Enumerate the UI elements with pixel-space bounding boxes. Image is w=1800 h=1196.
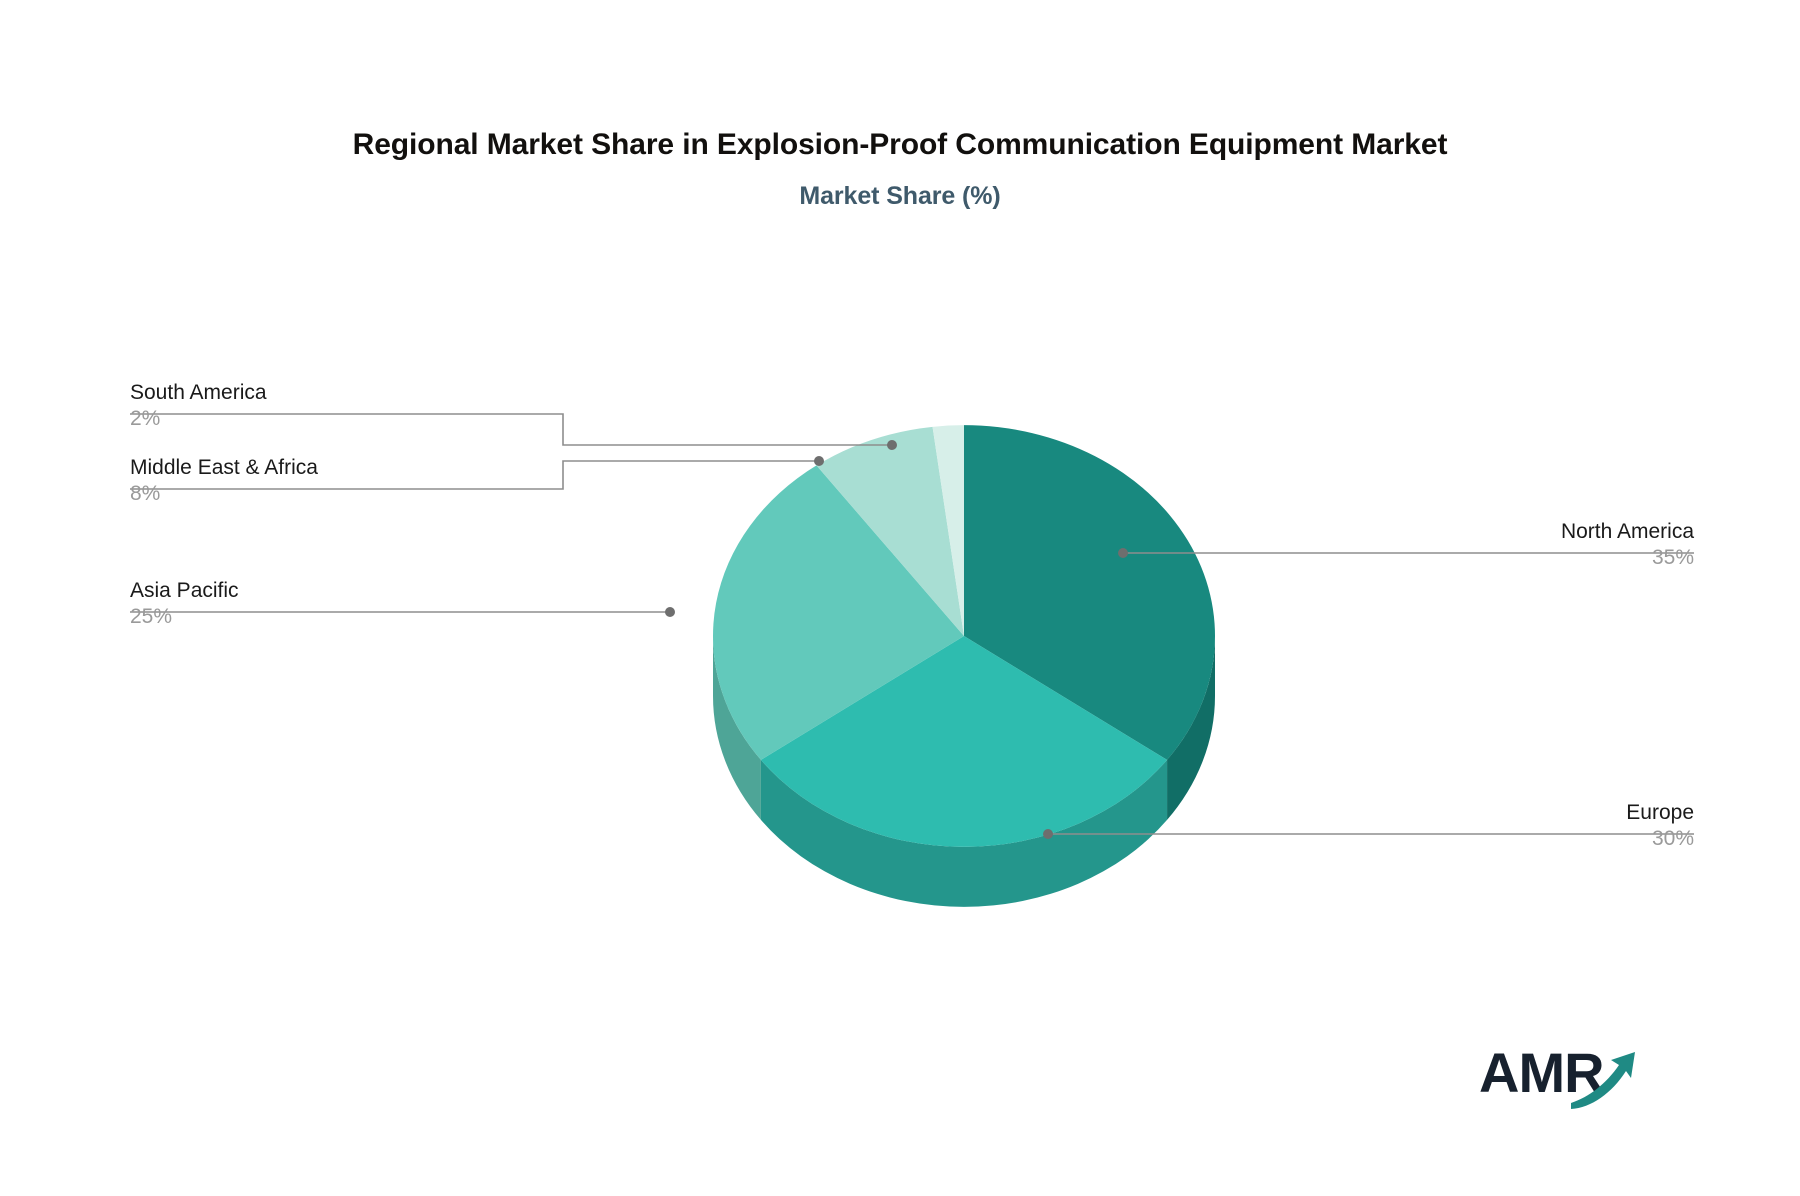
label-europe: Europe 30% (1626, 800, 1694, 852)
chart-title: Regional Market Share in Explosion-Proof… (352, 128, 1448, 161)
slice-side-europe (760, 759, 1168, 907)
slice-asia-pacific (712, 465, 964, 760)
slice-middle-east-africa (816, 426, 964, 636)
label-south-america: South America 2% (130, 380, 267, 432)
leader-dot-south-america (887, 440, 897, 450)
pie-3d-sides (713, 636, 1215, 907)
growth-arrow-icon (1571, 1052, 1635, 1109)
leader-line-middle-east-africa (130, 460, 819, 490)
label-north-america-name: North America (1560, 520, 1694, 543)
label-europe-value: 30% (1651, 827, 1694, 850)
leader-dot-europe (1043, 829, 1053, 839)
leader-dot-north-america (1118, 548, 1128, 558)
label-asia-pacific-name: Asia Pacific (130, 579, 239, 602)
pie-top-faces (712, 425, 1215, 847)
label-asia-pacific-value: 25% (130, 605, 173, 628)
slice-north-america (964, 425, 1215, 760)
slice-south-america (932, 425, 964, 636)
amr-logo-text: AMR (1479, 1041, 1604, 1104)
label-north-america-value: 35% (1651, 546, 1694, 569)
leader-dot-middle-east-africa (814, 456, 824, 466)
label-europe-name: Europe (1626, 801, 1694, 824)
label-middle-east-africa-name: Middle East & Africa (130, 456, 318, 479)
slice-side-asia-pacific (713, 636, 761, 820)
label-south-america-name: South America (130, 381, 267, 404)
label-middle-east-africa: Middle East & Africa 8% (130, 455, 318, 507)
slice-side-north-america (1167, 636, 1215, 820)
label-south-america-value: 2% (130, 407, 161, 430)
label-asia-pacific: Asia Pacific 25% (130, 578, 239, 630)
leader-line-south-america (130, 413, 892, 446)
chart-subtitle: Market Share (%) (799, 182, 1001, 210)
leader-dot-asia-pacific (665, 607, 675, 617)
leader-lines (130, 413, 1694, 839)
slice-europe (760, 636, 1168, 847)
label-north-america: North America 35% (1561, 519, 1694, 571)
label-middle-east-africa-value: 8% (130, 482, 161, 505)
amr-logo: AMR (1479, 1041, 1635, 1109)
